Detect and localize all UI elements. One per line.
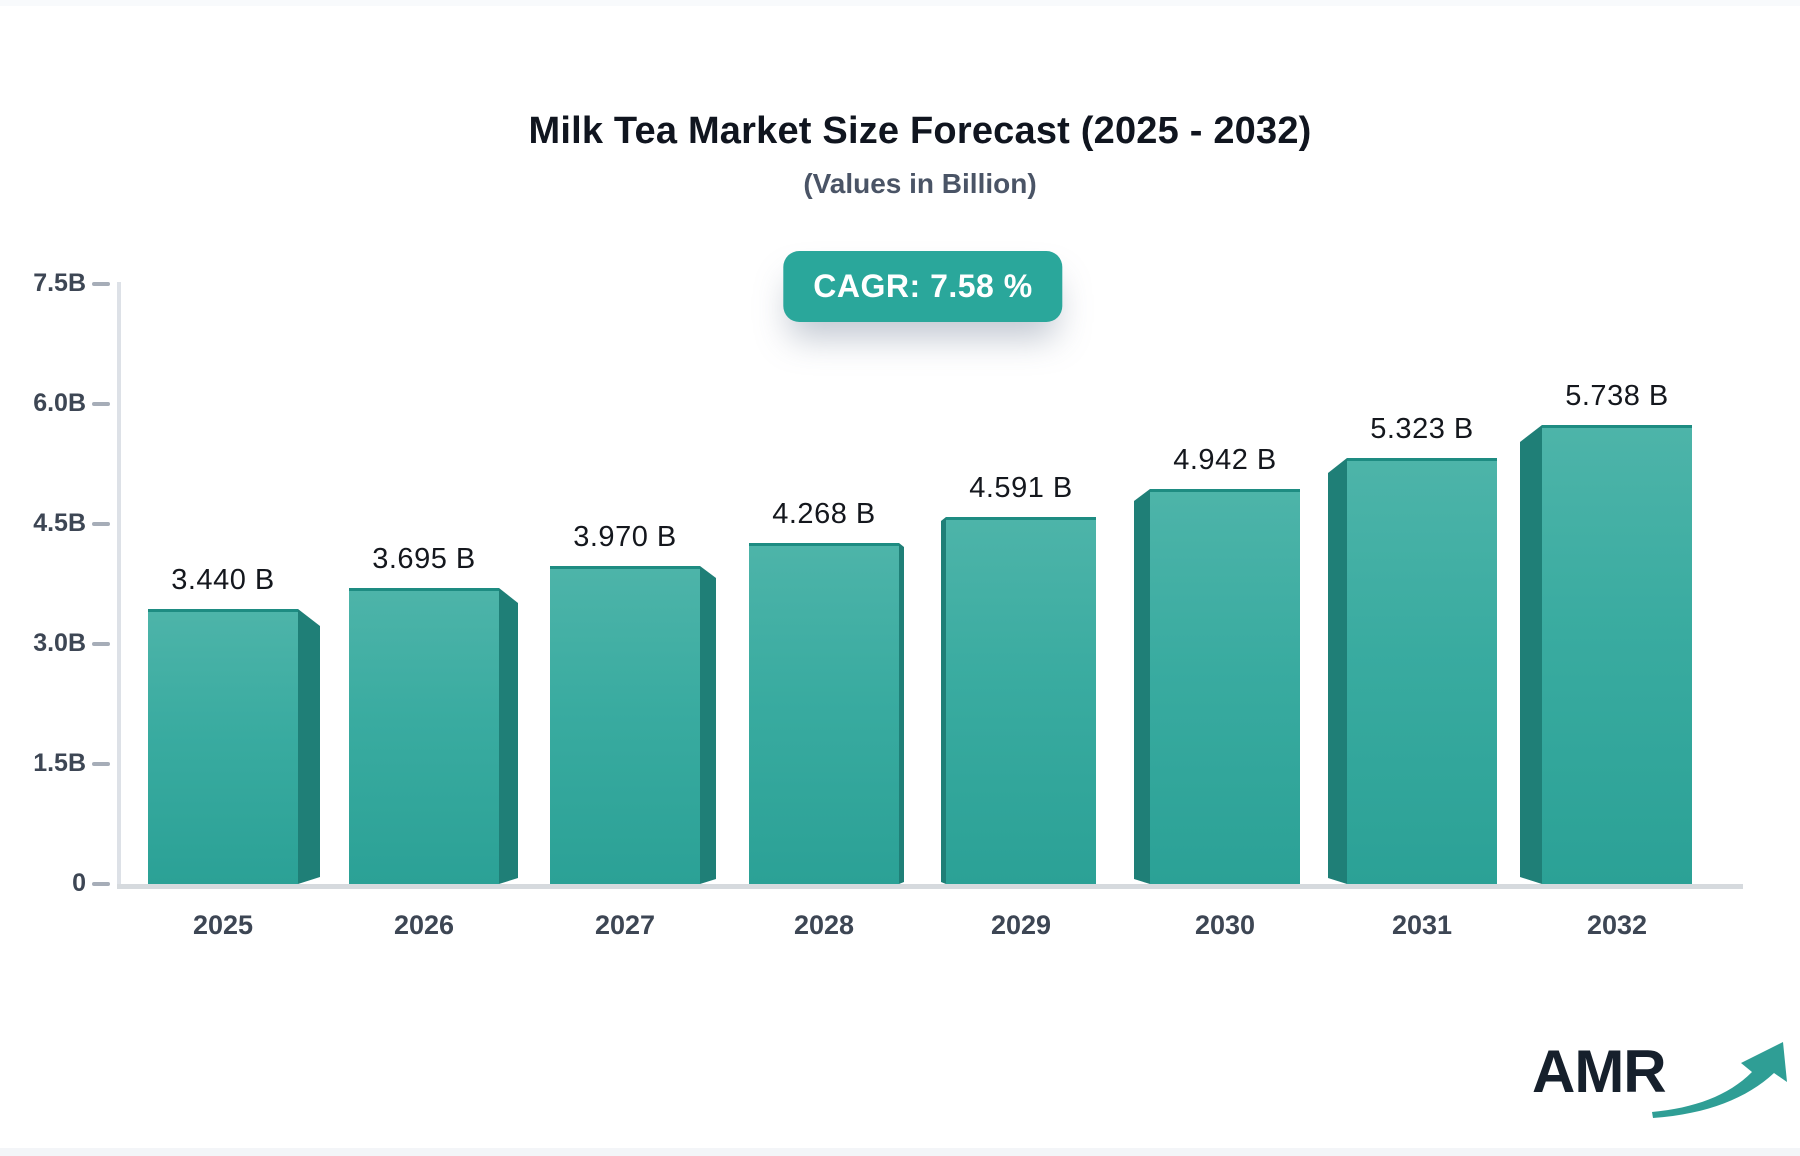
x-axis-year-label: 2025 [192,910,254,940]
top-edge-strip [0,0,1800,6]
bar-face [148,609,298,884]
bar-side-3d [1328,458,1347,884]
bar-side-3d [899,543,904,884]
bar-side-3d [499,588,518,884]
x-axis-baseline [117,884,1743,889]
amr-logo: AMR [1532,1032,1787,1127]
y-axis-tick [92,282,110,286]
chart-subtitle: (Values in Billion) [803,168,1037,199]
bar-2030 [1134,489,1300,884]
bar-value-label: 5.323 B [1370,413,1474,445]
bar-face [349,588,499,884]
bar-value-label: 3.695 B [372,543,476,575]
x-axis-year-label: 2026 [393,910,455,940]
x-axis-year-label: 2031 [1391,910,1453,940]
y-axis-tick [92,642,110,646]
y-axis-tick-label: 6.0B [33,389,86,417]
x-axis-year-label: 2028 [793,910,855,940]
y-axis-tick [92,762,110,766]
bottom-edge-strip [0,1148,1800,1156]
bar-value-label: 4.942 B [1173,444,1277,476]
bar-value-label: 3.440 B [171,564,275,596]
bar-value-label: 3.970 B [573,521,677,553]
bar-side-3d [941,517,946,884]
amr-logo-text: AMR [1532,1038,1667,1105]
bar-2031 [1328,458,1497,884]
bar-value-label: 5.738 B [1565,380,1669,412]
bar-2026 [349,588,518,884]
cagr-badge: CAGR: 7.58 % [783,251,1063,322]
x-axis-year-label: 2027 [594,910,656,940]
y-axis-tick-label: 4.5B [33,509,86,537]
x-axis-year-label: 2032 [1586,910,1648,940]
bar-side-3d [298,609,320,884]
x-axis-year-label: 2030 [1194,910,1256,940]
bar-face [550,566,700,884]
bar-2029 [941,517,1096,884]
y-axis-tick-label: 1.5B [33,749,86,777]
bar-2028 [749,543,904,884]
growth-arrow-icon [1652,1042,1787,1118]
y-axis-tick-label: 3.0B [33,629,86,657]
bar-value-label: 4.268 B [772,498,876,530]
y-axis-tick [92,522,110,526]
y-axis-tick-label: 7.5B [33,269,86,297]
bar-side-3d [700,566,716,884]
bar-side-3d [1134,489,1150,884]
bar-face [749,543,899,884]
bar-2032 [1520,425,1692,884]
bar-face [1347,458,1497,884]
bar-2025 [148,609,320,884]
x-axis-year-label: 2029 [990,910,1052,940]
y-axis-line [117,282,121,888]
bar-face [1150,489,1300,884]
bar-face [946,517,1096,884]
bar-side-3d [1520,425,1542,884]
chart-title: Milk Tea Market Size Forecast (2025 - 20… [528,110,1312,152]
y-axis-tick [92,402,110,406]
y-axis-tick-label: 0 [72,869,86,897]
bar-value-label: 4.591 B [969,472,1073,504]
bar-face [1542,425,1692,884]
bar-2027 [550,566,716,884]
y-axis-tick [92,882,110,886]
